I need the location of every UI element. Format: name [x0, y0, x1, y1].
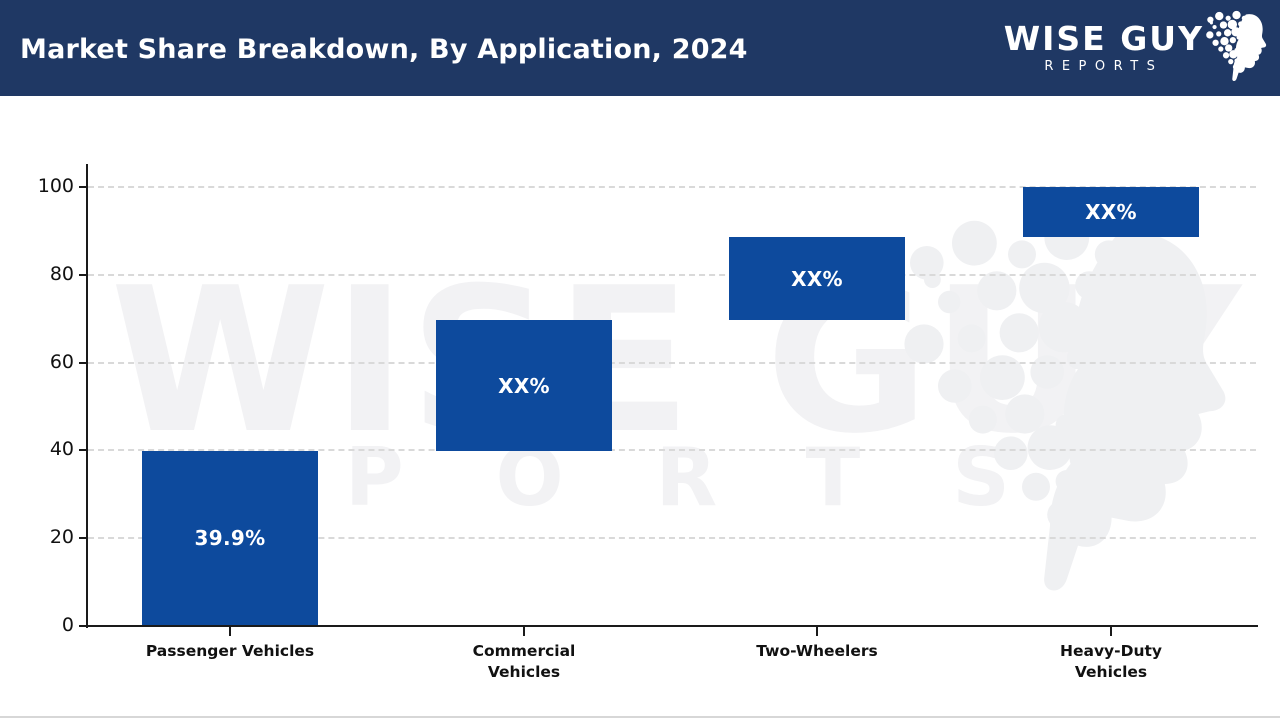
bar-value-label: XX% — [498, 373, 550, 398]
gridline — [88, 361, 1256, 364]
x-axis-category-label: Two-Wheelers — [756, 642, 878, 660]
y-axis-tick-label: 40 — [49, 438, 74, 461]
y-axis-tick — [79, 625, 88, 627]
x-axis-category-label: Heavy-Duty Vehicles — [1060, 642, 1162, 681]
y-axis-tick — [79, 449, 88, 452]
bar-passenger-vehicles: 39.9% — [142, 450, 318, 626]
gridline — [88, 273, 1256, 276]
y-axis-tick-label: 100 — [37, 175, 74, 197]
wiseguy-logo: WISE GUY REPORTS — [1004, 6, 1270, 92]
page-title: Market Share Breakdown, By Application, … — [20, 34, 748, 65]
y-axis-tick-label: 60 — [49, 350, 74, 373]
bar-two-wheelers: XX% — [729, 237, 905, 321]
y-axis-tick — [79, 273, 88, 276]
bar-value-label: 39.9% — [194, 526, 266, 551]
gridline — [88, 449, 1256, 452]
x-axis-category-label: Commercial Vehicles — [472, 642, 576, 681]
y-axis-tick-label: 20 — [49, 526, 74, 549]
gridline — [88, 186, 1256, 188]
gridline — [88, 537, 1256, 540]
bar-commercial-vehicles: XX% — [436, 320, 612, 451]
y-axis-line — [86, 164, 88, 628]
bar-value-label: XX% — [1085, 200, 1137, 225]
y-axis-tick — [79, 537, 88, 540]
bottom-border — [0, 716, 1280, 718]
logo-line1: WISE GUY — [1003, 19, 1204, 58]
header-bar: Market Share Breakdown, By Application, … — [0, 0, 1280, 96]
x-axis-tick — [523, 627, 525, 636]
x-axis-line — [86, 625, 1258, 627]
y-axis-tick-label: 80 — [49, 262, 74, 285]
y-axis-tick — [79, 361, 88, 364]
watermark-face-icon — [904, 218, 1226, 591]
bar-value-label: XX% — [791, 266, 843, 291]
x-axis-tick — [816, 627, 818, 636]
bar-heavy-duty-vehicles: XX% — [1023, 187, 1199, 238]
logo-line2: REPORTS — [1044, 58, 1164, 74]
y-axis-tick-label: 0 — [61, 614, 74, 636]
x-axis-tick — [1110, 627, 1112, 636]
wiseguy-face-icon — [1206, 10, 1267, 81]
y-axis-tick — [79, 186, 88, 188]
logo-wordmark: WISE GUY REPORTS — [1003, 19, 1204, 74]
x-axis-tick — [229, 627, 231, 636]
x-axis-category-label: Passenger Vehicles — [145, 642, 315, 660]
